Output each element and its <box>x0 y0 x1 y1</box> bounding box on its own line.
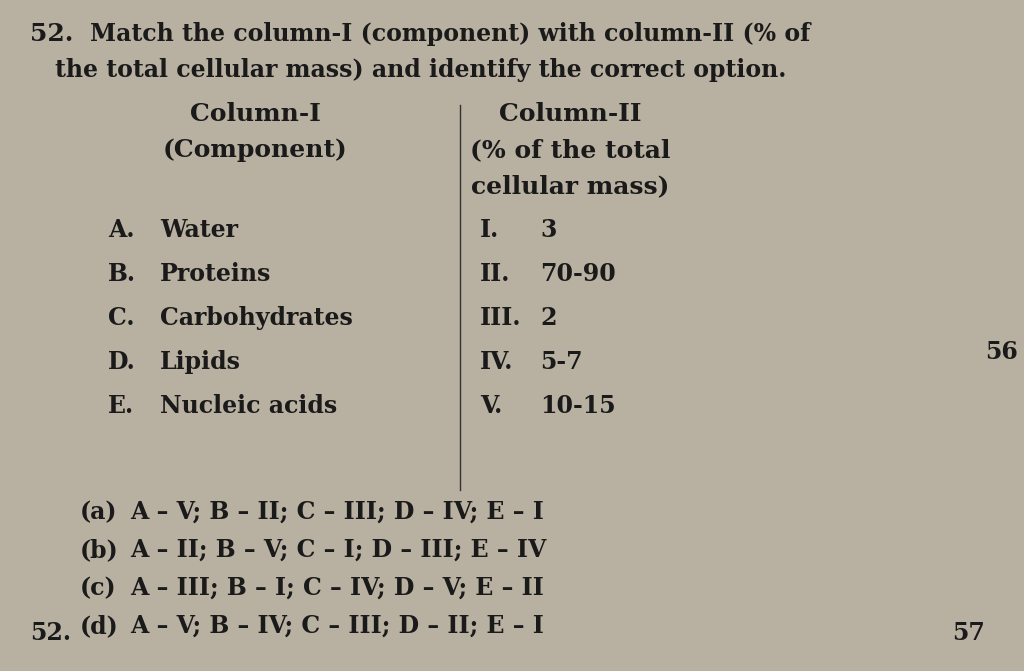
Text: IV.: IV. <box>480 350 513 374</box>
Text: (b): (b) <box>80 538 119 562</box>
Text: V.: V. <box>480 394 502 418</box>
Text: A.: A. <box>108 218 134 242</box>
Text: D.: D. <box>108 350 136 374</box>
Text: C.: C. <box>108 306 134 330</box>
Text: 52.: 52. <box>30 621 71 645</box>
Text: Match the column-I (component) with column-II (% of: Match the column-I (component) with colu… <box>90 22 810 46</box>
Text: Lipids: Lipids <box>160 350 241 374</box>
Text: A – V; B – IV; C – III; D – II; E – I: A – V; B – IV; C – III; D – II; E – I <box>130 614 544 638</box>
Text: 52.: 52. <box>30 22 74 46</box>
Text: Nucleic acids: Nucleic acids <box>160 394 337 418</box>
Text: Water: Water <box>160 218 238 242</box>
Text: I.: I. <box>480 218 500 242</box>
Text: 56: 56 <box>985 340 1018 364</box>
Text: A – II; B – V; C – I; D – III; E – IV: A – II; B – V; C – I; D – III; E – IV <box>130 538 546 562</box>
Text: (% of the total: (% of the total <box>470 138 670 162</box>
Text: (Component): (Component) <box>163 138 347 162</box>
Text: Column-I: Column-I <box>189 102 321 126</box>
Text: (d): (d) <box>80 614 119 638</box>
Text: II.: II. <box>480 262 510 286</box>
Text: 10-15: 10-15 <box>540 394 615 418</box>
Text: 3: 3 <box>540 218 556 242</box>
Text: III.: III. <box>480 306 521 330</box>
Text: 5-7: 5-7 <box>540 350 583 374</box>
Text: 2: 2 <box>540 306 556 330</box>
Text: (a): (a) <box>80 500 118 524</box>
Text: A – V; B – II; C – III; D – IV; E – I: A – V; B – II; C – III; D – IV; E – I <box>130 500 544 524</box>
Text: A – III; B – I; C – IV; D – V; E – II: A – III; B – I; C – IV; D – V; E – II <box>130 576 544 600</box>
Text: B.: B. <box>108 262 136 286</box>
Text: 57: 57 <box>952 621 985 645</box>
Text: Carbohydrates: Carbohydrates <box>160 306 353 330</box>
Text: Proteins: Proteins <box>160 262 271 286</box>
Text: 70-90: 70-90 <box>540 262 615 286</box>
Text: E.: E. <box>108 394 134 418</box>
Text: the total cellular mass) and identify the correct option.: the total cellular mass) and identify th… <box>55 58 786 82</box>
Text: cellular mass): cellular mass) <box>471 174 670 198</box>
Text: (c): (c) <box>80 576 117 600</box>
Text: Column-II: Column-II <box>499 102 641 126</box>
